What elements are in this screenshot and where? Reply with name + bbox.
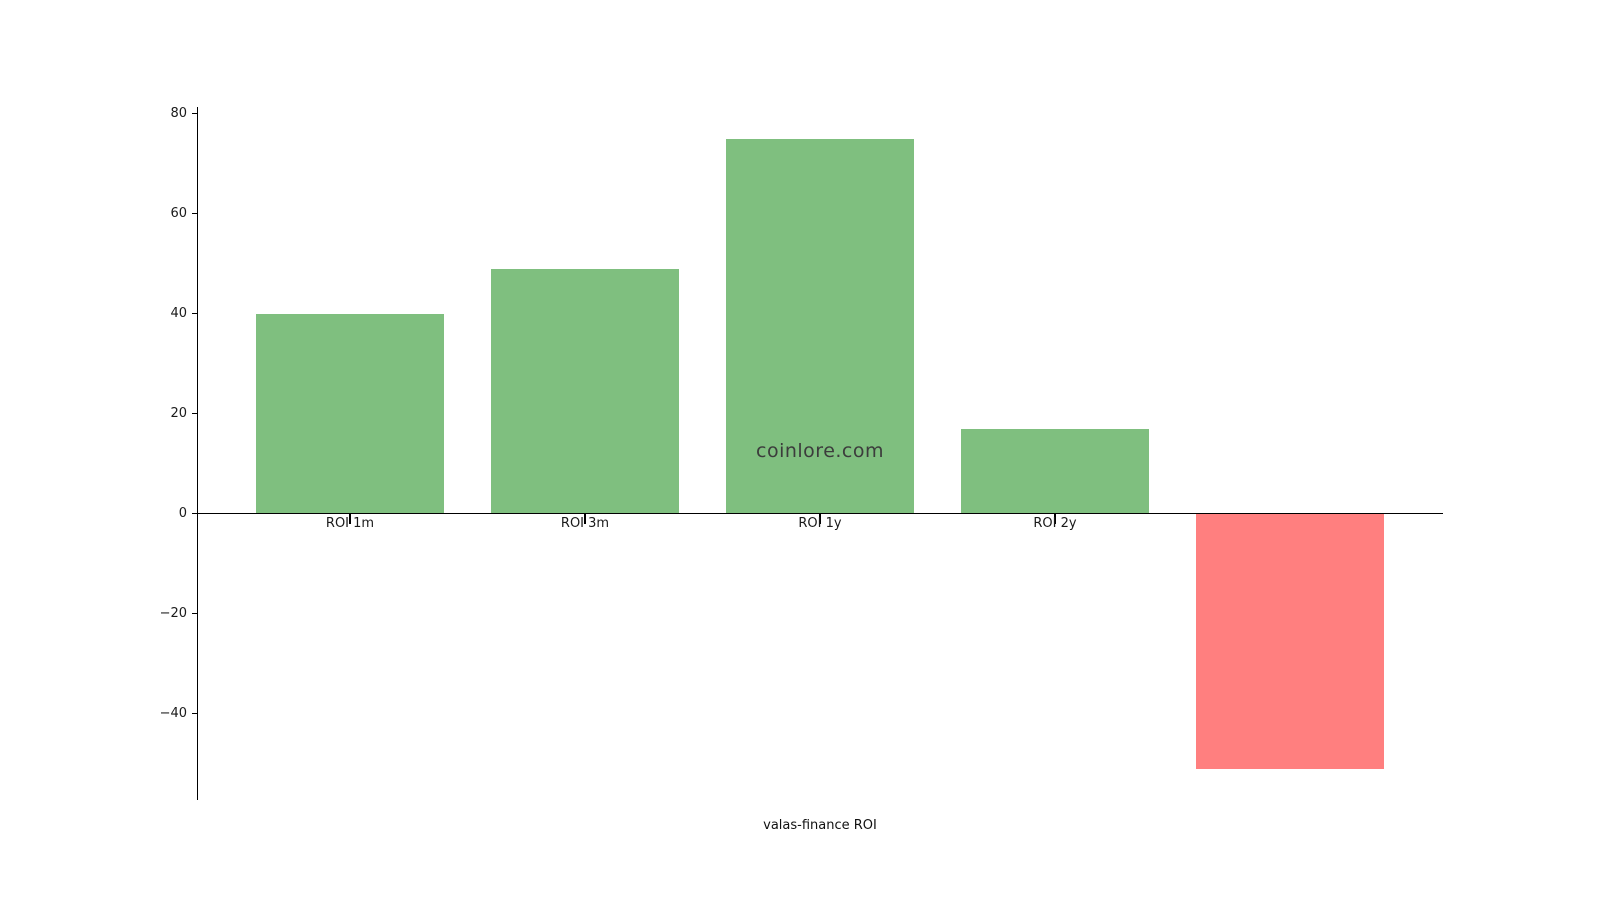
x-tick-label: ROI 2y bbox=[1033, 516, 1077, 531]
y-tick-label: −20 bbox=[159, 605, 187, 621]
y-tick-label: 40 bbox=[170, 305, 187, 321]
y-tick-label: 0 bbox=[178, 505, 187, 521]
bar-roi-1m bbox=[256, 313, 444, 514]
watermark-coinlore: coinlore.com bbox=[756, 440, 884, 462]
y-tick-mark bbox=[191, 312, 198, 315]
x-tick-label: ROI 3m bbox=[560, 516, 610, 531]
y-axis-spine bbox=[197, 107, 199, 800]
y-tick-label: 60 bbox=[170, 205, 187, 221]
bar-roi-1y bbox=[726, 138, 914, 514]
x-tick-mark bbox=[819, 513, 821, 524]
y-tick-label: 80 bbox=[170, 105, 187, 121]
y-tick-label: −40 bbox=[159, 705, 187, 721]
bar-roi-3m bbox=[491, 268, 679, 514]
y-tick-mark bbox=[191, 512, 198, 515]
bar-unlabeled-4 bbox=[1196, 513, 1384, 769]
y-tick-mark bbox=[191, 412, 198, 415]
x-tick-mark bbox=[1054, 513, 1056, 524]
chart-title: valas-finance ROI bbox=[763, 818, 877, 833]
x-tick-label: ROI 1y bbox=[798, 516, 842, 531]
x-tick-label: ROI 1m bbox=[325, 516, 375, 531]
y-tick-label: 20 bbox=[170, 405, 187, 421]
x-tick-mark bbox=[349, 513, 351, 524]
bar-roi-2y bbox=[961, 428, 1149, 514]
y-tick-mark bbox=[191, 112, 198, 115]
y-tick-mark bbox=[191, 612, 198, 615]
x-axis-line bbox=[197, 512, 1443, 515]
y-tick-mark bbox=[191, 712, 198, 715]
y-tick-mark bbox=[191, 212, 198, 215]
x-tick-mark bbox=[584, 513, 586, 524]
